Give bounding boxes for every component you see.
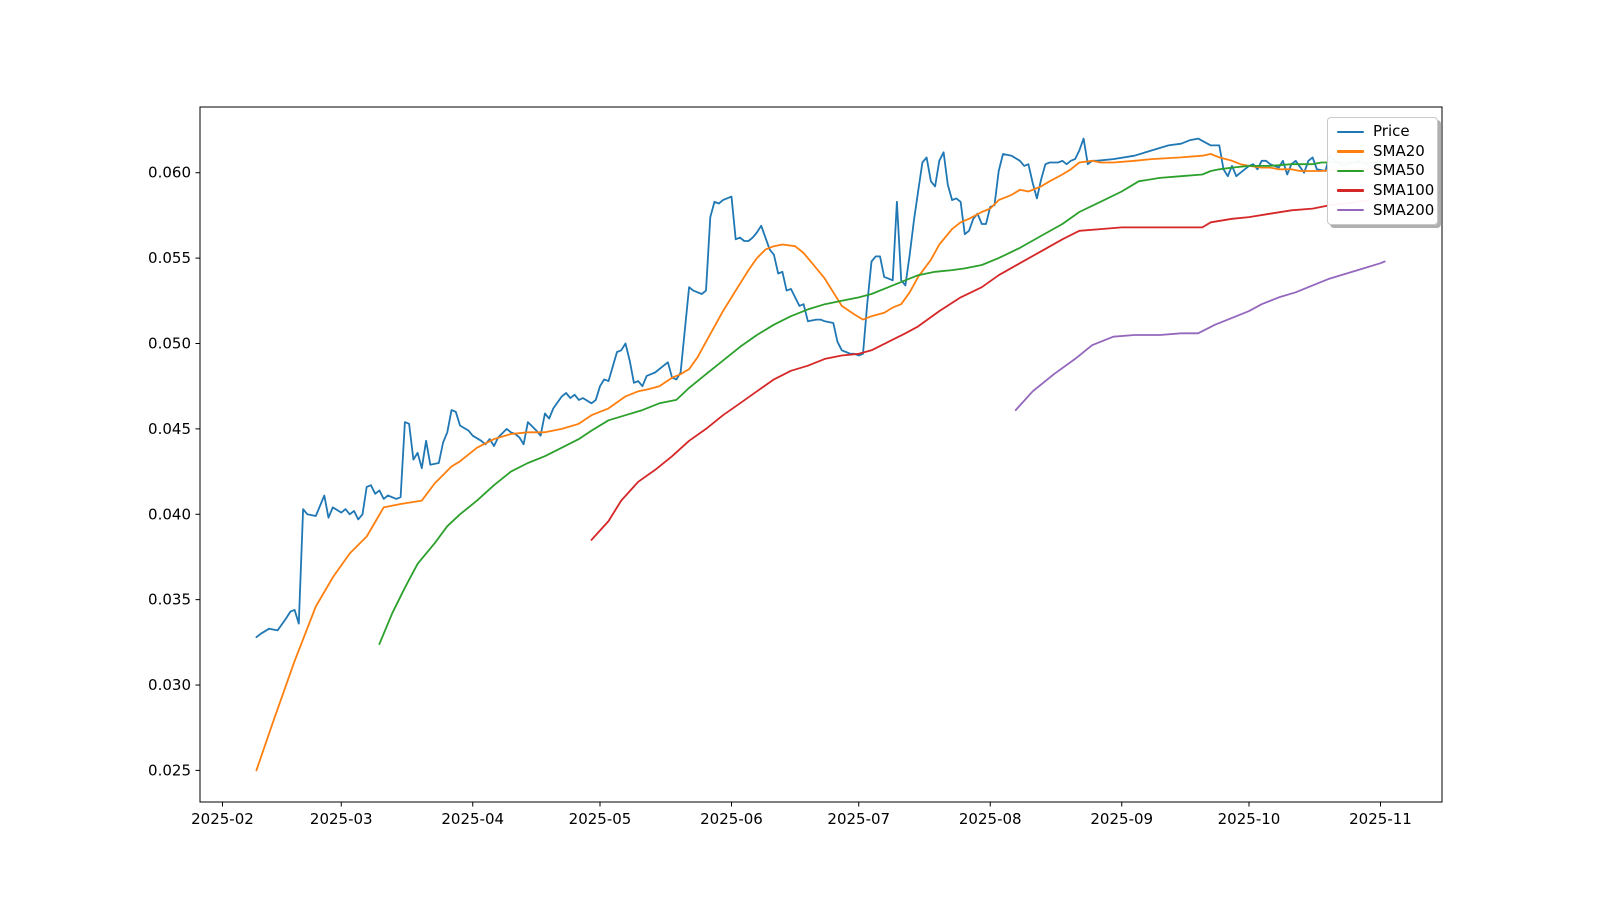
x-tick-label-2025-09: 2025-09	[1090, 810, 1153, 828]
x-tick-label-2025-02: 2025-02	[191, 810, 254, 828]
legend-label-sma200: SMA200	[1373, 200, 1435, 219]
legend-item-sma50: SMA50	[1337, 161, 1437, 181]
series-line-sma100	[590, 197, 1386, 541]
x-tick-label-2025-11: 2025-11	[1349, 810, 1412, 828]
x-tick-label-2025-03: 2025-03	[310, 810, 373, 828]
legend-label-sma20: SMA20	[1373, 141, 1425, 160]
price-line-swatch	[1337, 130, 1364, 134]
x-tick-label-2025-04: 2025-04	[441, 810, 504, 828]
legend-label-sma50: SMA50	[1373, 161, 1425, 180]
y-tick-label-0.045: 0.045	[148, 420, 191, 438]
y-tick-label-0.040: 0.040	[148, 505, 191, 523]
x-tick-label-2025-08: 2025-08	[959, 810, 1022, 828]
legend-item-sma200: SMA200	[1337, 200, 1437, 220]
legend-item-sma100: SMA100	[1337, 181, 1437, 201]
legend-item-sma20: SMA20	[1337, 142, 1437, 162]
x-tick-label-2025-10: 2025-10	[1218, 810, 1281, 828]
series-line-sma50	[378, 161, 1386, 645]
series-line-sma200	[1014, 260, 1386, 412]
sma200-line-swatch	[1337, 208, 1364, 212]
series-line-sma20	[255, 153, 1386, 772]
y-tick-label-0.025: 0.025	[148, 761, 191, 779]
x-tick-label-2025-05: 2025-05	[569, 810, 632, 828]
x-tick-label-2025-06: 2025-06	[700, 810, 763, 828]
sma20-line-swatch	[1337, 150, 1364, 153]
legend-label-sma100: SMA100	[1373, 181, 1435, 200]
sma50-line-swatch	[1337, 169, 1364, 173]
y-tick-label-0.055: 0.055	[148, 249, 191, 267]
y-tick-label-0.050: 0.050	[148, 335, 191, 353]
y-tick-label-0.030: 0.030	[148, 676, 191, 694]
x-tick-label-2025-07: 2025-07	[827, 810, 890, 828]
legend-label-price: Price	[1373, 122, 1410, 141]
y-tick-label-0.060: 0.060	[148, 164, 191, 182]
series-line-price	[255, 137, 1386, 639]
plot-border	[199, 106, 1443, 803]
y-tick-label-0.035: 0.035	[148, 591, 191, 609]
legend: Price SMA20 SMA50 SMA100 SMA200	[1327, 117, 1438, 225]
legend-item-price: Price	[1337, 122, 1437, 142]
sma100-line-swatch	[1337, 189, 1364, 192]
